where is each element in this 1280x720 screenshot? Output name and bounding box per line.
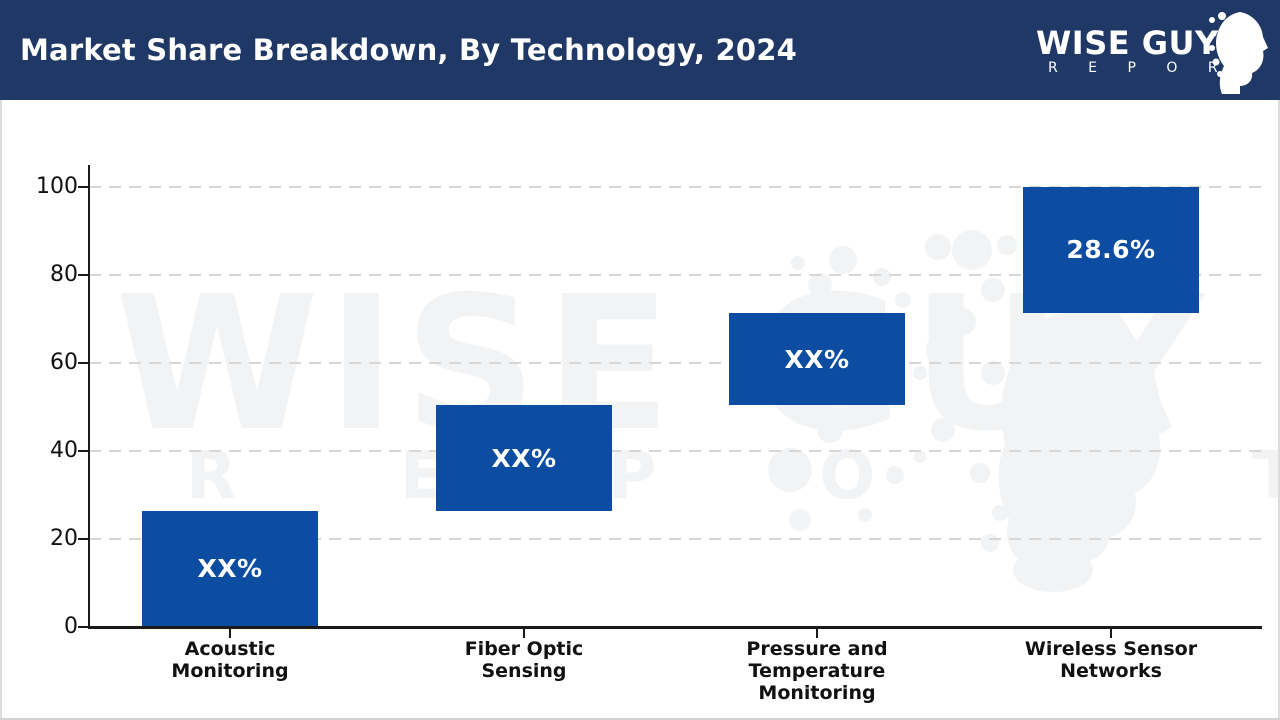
x-tick-mark: [523, 629, 525, 638]
x-tick-mark: [229, 629, 231, 638]
bar-segment: XX%: [729, 312, 905, 406]
category-label: Pressure and Temperature Monitoring: [746, 638, 888, 704]
bottom-border: [0, 718, 1280, 720]
bar-value-label: XX%: [197, 554, 263, 584]
y-tick-mark: [78, 274, 88, 276]
y-tick-mark: [78, 362, 88, 364]
y-tick-label: 60: [50, 350, 78, 375]
y-tick-label: 40: [50, 438, 78, 463]
bar-segment: XX%: [142, 510, 318, 627]
y-tick-label: 0: [64, 614, 78, 639]
brand-face-icon: [1209, 12, 1268, 94]
bar-segment: XX%: [436, 405, 612, 511]
right-border: [1278, 100, 1280, 720]
gridline-40: [89, 450, 1262, 452]
y-tick-mark: [78, 626, 88, 628]
x-axis-line: [88, 626, 1262, 629]
y-axis-line: [88, 165, 90, 628]
category-label: Acoustic Monitoring: [171, 638, 289, 682]
gridline-80: [89, 274, 1262, 276]
left-border: [0, 100, 2, 720]
x-tick-mark: [816, 629, 818, 638]
gridline-100: [89, 186, 1262, 188]
y-tick-mark: [78, 186, 88, 188]
header-bar: Market Share Breakdown, By Technology, 2…: [0, 0, 1280, 100]
bar-value-label: XX%: [784, 344, 850, 374]
y-tick-label: 100: [36, 174, 78, 199]
gridline-20: [89, 538, 1262, 540]
bar-segment: 28.6%: [1023, 187, 1199, 313]
y-tick-mark: [78, 450, 88, 452]
y-tick-label: 80: [50, 262, 78, 287]
bar-value-label: 28.6%: [1066, 235, 1156, 265]
gridline-60: [89, 362, 1262, 364]
y-tick-mark: [78, 538, 88, 540]
watermark-face-icon: [768, 230, 1172, 592]
category-label: Fiber Optic Sensing: [464, 638, 584, 682]
y-tick-label: 20: [50, 526, 78, 551]
page-title: Market Share Breakdown, By Technology, 2…: [20, 33, 798, 67]
brand-logo: WISE GUY R E P O R T S: [1032, 4, 1280, 96]
category-label: Wireless Sensor Networks: [1024, 638, 1198, 682]
bar-value-label: XX%: [491, 443, 557, 473]
x-tick-mark: [1110, 629, 1112, 638]
brand-name: WISE GUY: [1036, 24, 1219, 62]
